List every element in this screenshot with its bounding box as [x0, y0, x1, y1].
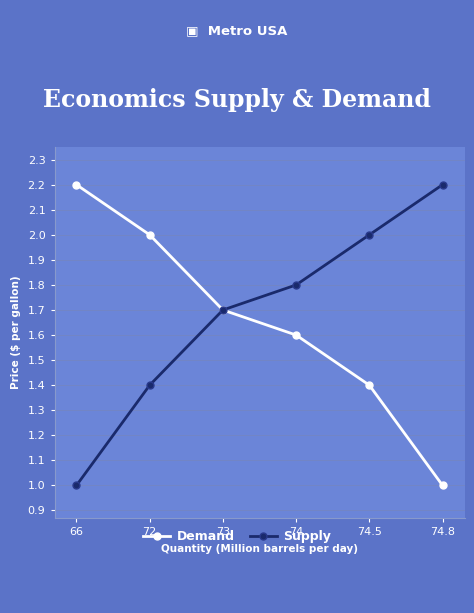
Text: ▣  Metro USA: ▣ Metro USA [186, 24, 288, 37]
Y-axis label: Price ($ per gallon): Price ($ per gallon) [10, 276, 21, 389]
Text: Economics Supply & Demand: Economics Supply & Demand [43, 88, 431, 112]
Legend: Demand, Supply: Demand, Supply [143, 530, 331, 543]
X-axis label: Quantity (Million barrels per day): Quantity (Million barrels per day) [161, 544, 358, 554]
